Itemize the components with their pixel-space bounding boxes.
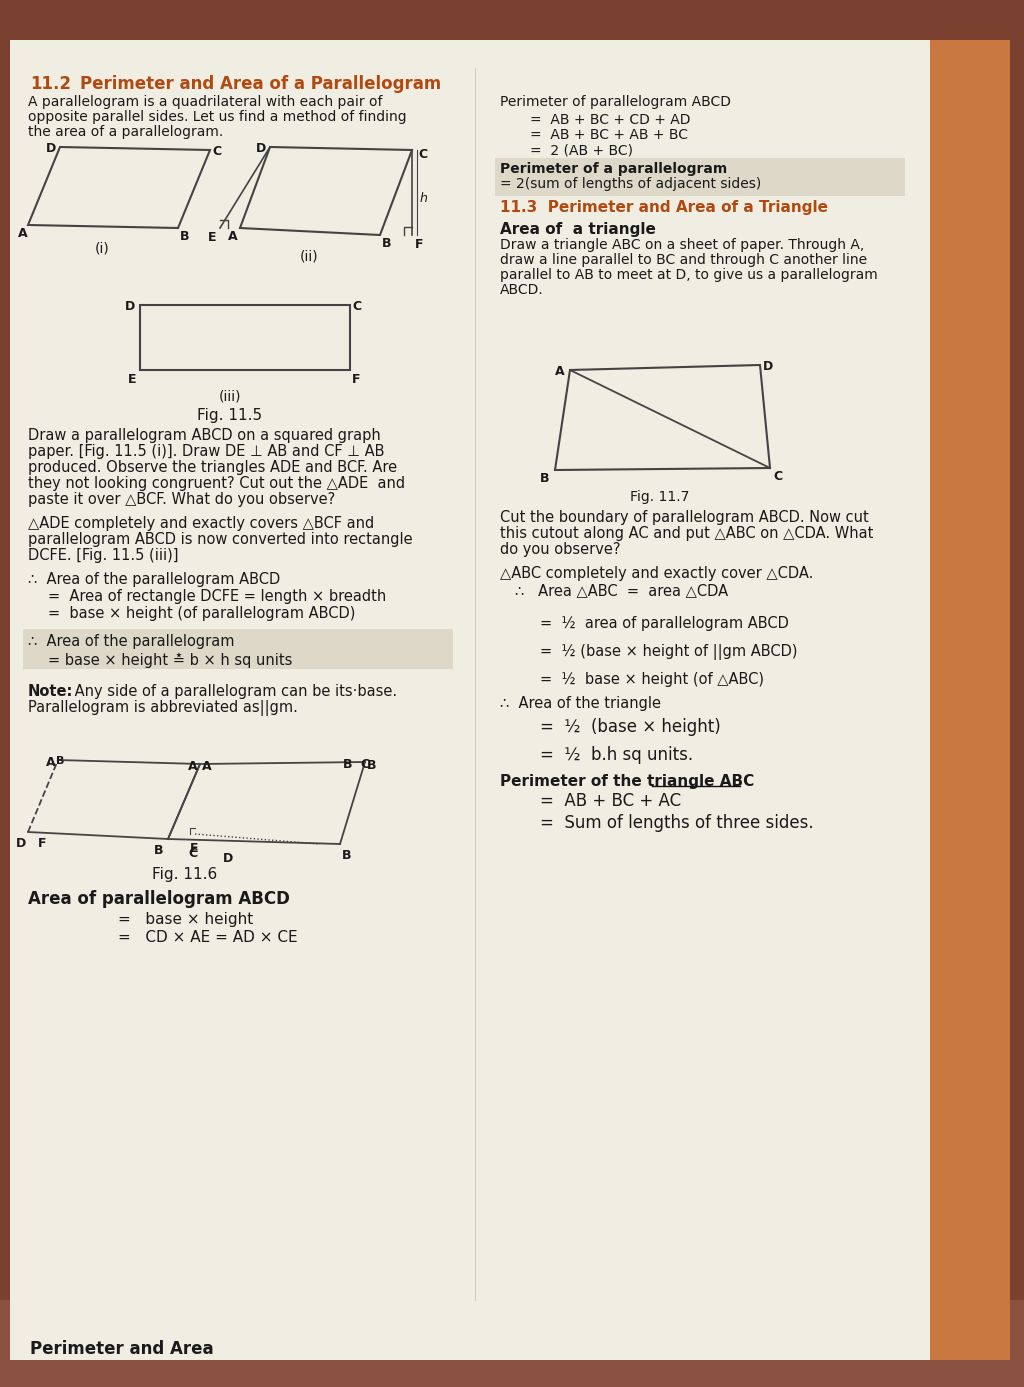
Text: =  2 (AB + BC): = 2 (AB + BC) [530,143,633,157]
Text: paper. [Fig. 11.5 (i)]. Draw DE ⊥ AB and CF ⊥ AB: paper. [Fig. 11.5 (i)]. Draw DE ⊥ AB and… [28,444,384,459]
Text: (ii): (ii) [300,250,318,264]
Text: Parallelogram is abbreviated as||gm.: Parallelogram is abbreviated as||gm. [28,700,298,716]
Text: 11.3  Perimeter and Area of a Triangle: 11.3 Perimeter and Area of a Triangle [500,200,828,215]
Text: C: C [418,148,427,161]
Text: E: E [190,842,199,854]
Text: paste it over △BCF. What do you observe?: paste it over △BCF. What do you observe? [28,492,335,508]
Bar [0,0,1024,121]
Text: D: D [763,361,773,373]
Text: A: A [188,760,198,773]
Text: B: B [56,756,65,766]
Bar [23,628,453,669]
Text: Perimeter and Area: Perimeter and Area [30,1340,214,1358]
Text: (iii): (iii) [219,390,242,404]
Text: do you observe?: do you observe? [500,542,621,558]
Text: =  ½ (base × height of ||gm ABCD): = ½ (base × height of ||gm ABCD) [540,644,798,660]
Text: E: E [208,232,216,244]
Text: produced. Observe the triangles ADE and BCF. Are: produced. Observe the triangles ADE and … [28,460,397,474]
Text: parallelogram ABCD is now converted into rectangle: parallelogram ABCD is now converted into… [28,533,413,546]
Text: E: E [128,373,136,386]
Text: B: B [540,472,550,485]
Text: Area of parallelogram ABCD: Area of parallelogram ABCD [28,890,290,908]
Text: A: A [18,227,28,240]
Text: =  Sum of lengths of three sides.: = Sum of lengths of three sides. [540,814,814,832]
Text: Perimeter of a parallelogram: Perimeter of a parallelogram [500,162,727,176]
Text: F: F [415,239,424,251]
Text: Fig. 11.7: Fig. 11.7 [631,490,690,503]
Text: Cut the boundary of parallelogram ABCD. Now cut: Cut the boundary of parallelogram ABCD. … [500,510,868,526]
Bar [495,158,905,196]
Text: Draw a triangle ABC on a sheet of paper. Through A,: Draw a triangle ABC on a sheet of paper.… [500,239,864,252]
Text: D: D [125,300,135,313]
Text: Perimeter of the triangle ABC: Perimeter of the triangle ABC [500,774,755,789]
Text: opposite parallel sides. Let us find a method of finding: opposite parallel sides. Let us find a m… [28,110,407,123]
Text: F: F [352,373,360,386]
Text: =  base × height (of parallelogram ABCD): = base × height (of parallelogram ABCD) [48,606,355,621]
Text: B: B [343,759,352,771]
Text: C: C [212,146,221,158]
Text: (i): (i) [95,241,110,257]
Text: Perimeter of parallelogram ABCD: Perimeter of parallelogram ABCD [500,94,731,110]
Text: A: A [228,230,238,243]
Text: D: D [16,836,27,850]
Text: 11.2: 11.2 [30,75,71,93]
Text: ABCD.: ABCD. [500,283,544,297]
Text: = base × height ≛ b × h sq units: = base × height ≛ b × h sq units [48,652,293,669]
Text: h: h [420,191,428,205]
Text: F: F [38,836,46,850]
Text: Fig. 11.6: Fig. 11.6 [153,867,218,882]
Text: =   base × height: = base × height [118,913,253,927]
Text: A: A [46,756,55,768]
Text: C: C [773,470,782,483]
Text: ∴  Area of the parallelogram: ∴ Area of the parallelogram [28,634,234,649]
Text: B: B [154,845,164,857]
Text: Area of  a triangle: Area of a triangle [500,222,656,237]
Text: Perimeter and Area of a Parallelogram: Perimeter and Area of a Parallelogram [80,75,441,93]
Text: =  ½  b.h sq units.: = ½ b.h sq units. [540,746,693,764]
Text: C: C [360,759,369,771]
Bar [10,40,930,1361]
Text: B: B [342,849,351,861]
Text: D: D [46,141,56,155]
Bar [0,1300,1024,1387]
Text: Fig. 11.5: Fig. 11.5 [198,408,262,423]
Text: A parallelogram is a quadrilateral with each pair of: A parallelogram is a quadrilateral with … [28,94,383,110]
Text: C: C [188,847,198,860]
Text: A: A [202,760,212,773]
Text: ∴  Area of the triangle: ∴ Area of the triangle [500,696,662,712]
Text: the area of a parallelogram.: the area of a parallelogram. [28,125,223,139]
Text: draw a line parallel to BC and through C another line: draw a line parallel to BC and through C… [500,252,867,268]
Bar [930,40,1010,1361]
Text: B: B [382,237,391,250]
Text: Draw a parallelogram ABCD on a squared graph: Draw a parallelogram ABCD on a squared g… [28,429,381,442]
Text: parallel to AB to meet at D, to give us a parallelogram: parallel to AB to meet at D, to give us … [500,268,878,282]
Text: D: D [256,141,266,155]
Text: ∴  Area of the parallelogram ABCD: ∴ Area of the parallelogram ABCD [28,571,281,587]
Text: =  ½  base × height (of △ABC): = ½ base × height (of △ABC) [540,671,764,687]
Text: = 2(sum of lengths of adjacent sides): = 2(sum of lengths of adjacent sides) [500,178,761,191]
Text: C: C [352,300,361,313]
Text: this cutout along AC and put △ABC on △CDA. What: this cutout along AC and put △ABC on △CD… [500,526,873,541]
Text: they not looking congruent? Cut out the △ADE  and: they not looking congruent? Cut out the … [28,476,406,491]
Text: ∴   Area △ABC  =  area △CDA: ∴ Area △ABC = area △CDA [515,583,728,598]
Text: =  AB + BC + AC: = AB + BC + AC [540,792,681,810]
Text: D: D [223,852,233,865]
Text: B: B [180,230,189,243]
Text: DCFE. [Fig. 11.5 (iii)]: DCFE. [Fig. 11.5 (iii)] [28,548,178,563]
Text: B: B [367,759,377,773]
Text: =  AB + BC + AB + BC: = AB + BC + AB + BC [530,128,688,141]
Text: Note:: Note: [28,684,74,699]
Text: A: A [555,365,564,379]
Text: =  ½  (base × height): = ½ (base × height) [540,718,721,736]
Text: △ABC completely and exactly cover △CDA.: △ABC completely and exactly cover △CDA. [500,566,813,581]
Text: =  Area of rectangle DCFE = length × breadth: = Area of rectangle DCFE = length × brea… [48,589,386,603]
Text: △ADE completely and exactly covers △BCF and: △ADE completely and exactly covers △BCF … [28,516,374,531]
Text: =  AB + BC + CD + AD: = AB + BC + CD + AD [530,112,690,128]
Text: =  ½  area of parallelogram ABCD: = ½ area of parallelogram ABCD [540,616,788,631]
Text: =   CD × AE = AD × CE: = CD × AE = AD × CE [118,931,298,945]
Text: Any side of a parallelogram can be its·base.: Any side of a parallelogram can be its·b… [70,684,397,699]
